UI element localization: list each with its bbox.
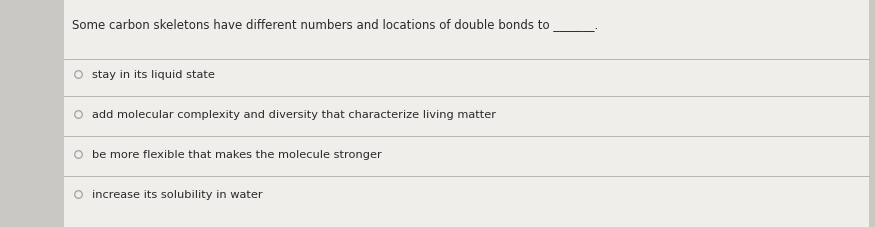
FancyBboxPatch shape: [64, 0, 869, 227]
Text: be more flexible that makes the molecule stronger: be more flexible that makes the molecule…: [92, 149, 382, 159]
Text: add molecular complexity and diversity that characterize living matter: add molecular complexity and diversity t…: [92, 109, 496, 119]
Text: Some carbon skeletons have different numbers and locations of double bonds to __: Some carbon skeletons have different num…: [72, 18, 598, 31]
Text: increase its solubility in water: increase its solubility in water: [92, 189, 262, 199]
Text: stay in its liquid state: stay in its liquid state: [92, 70, 215, 80]
